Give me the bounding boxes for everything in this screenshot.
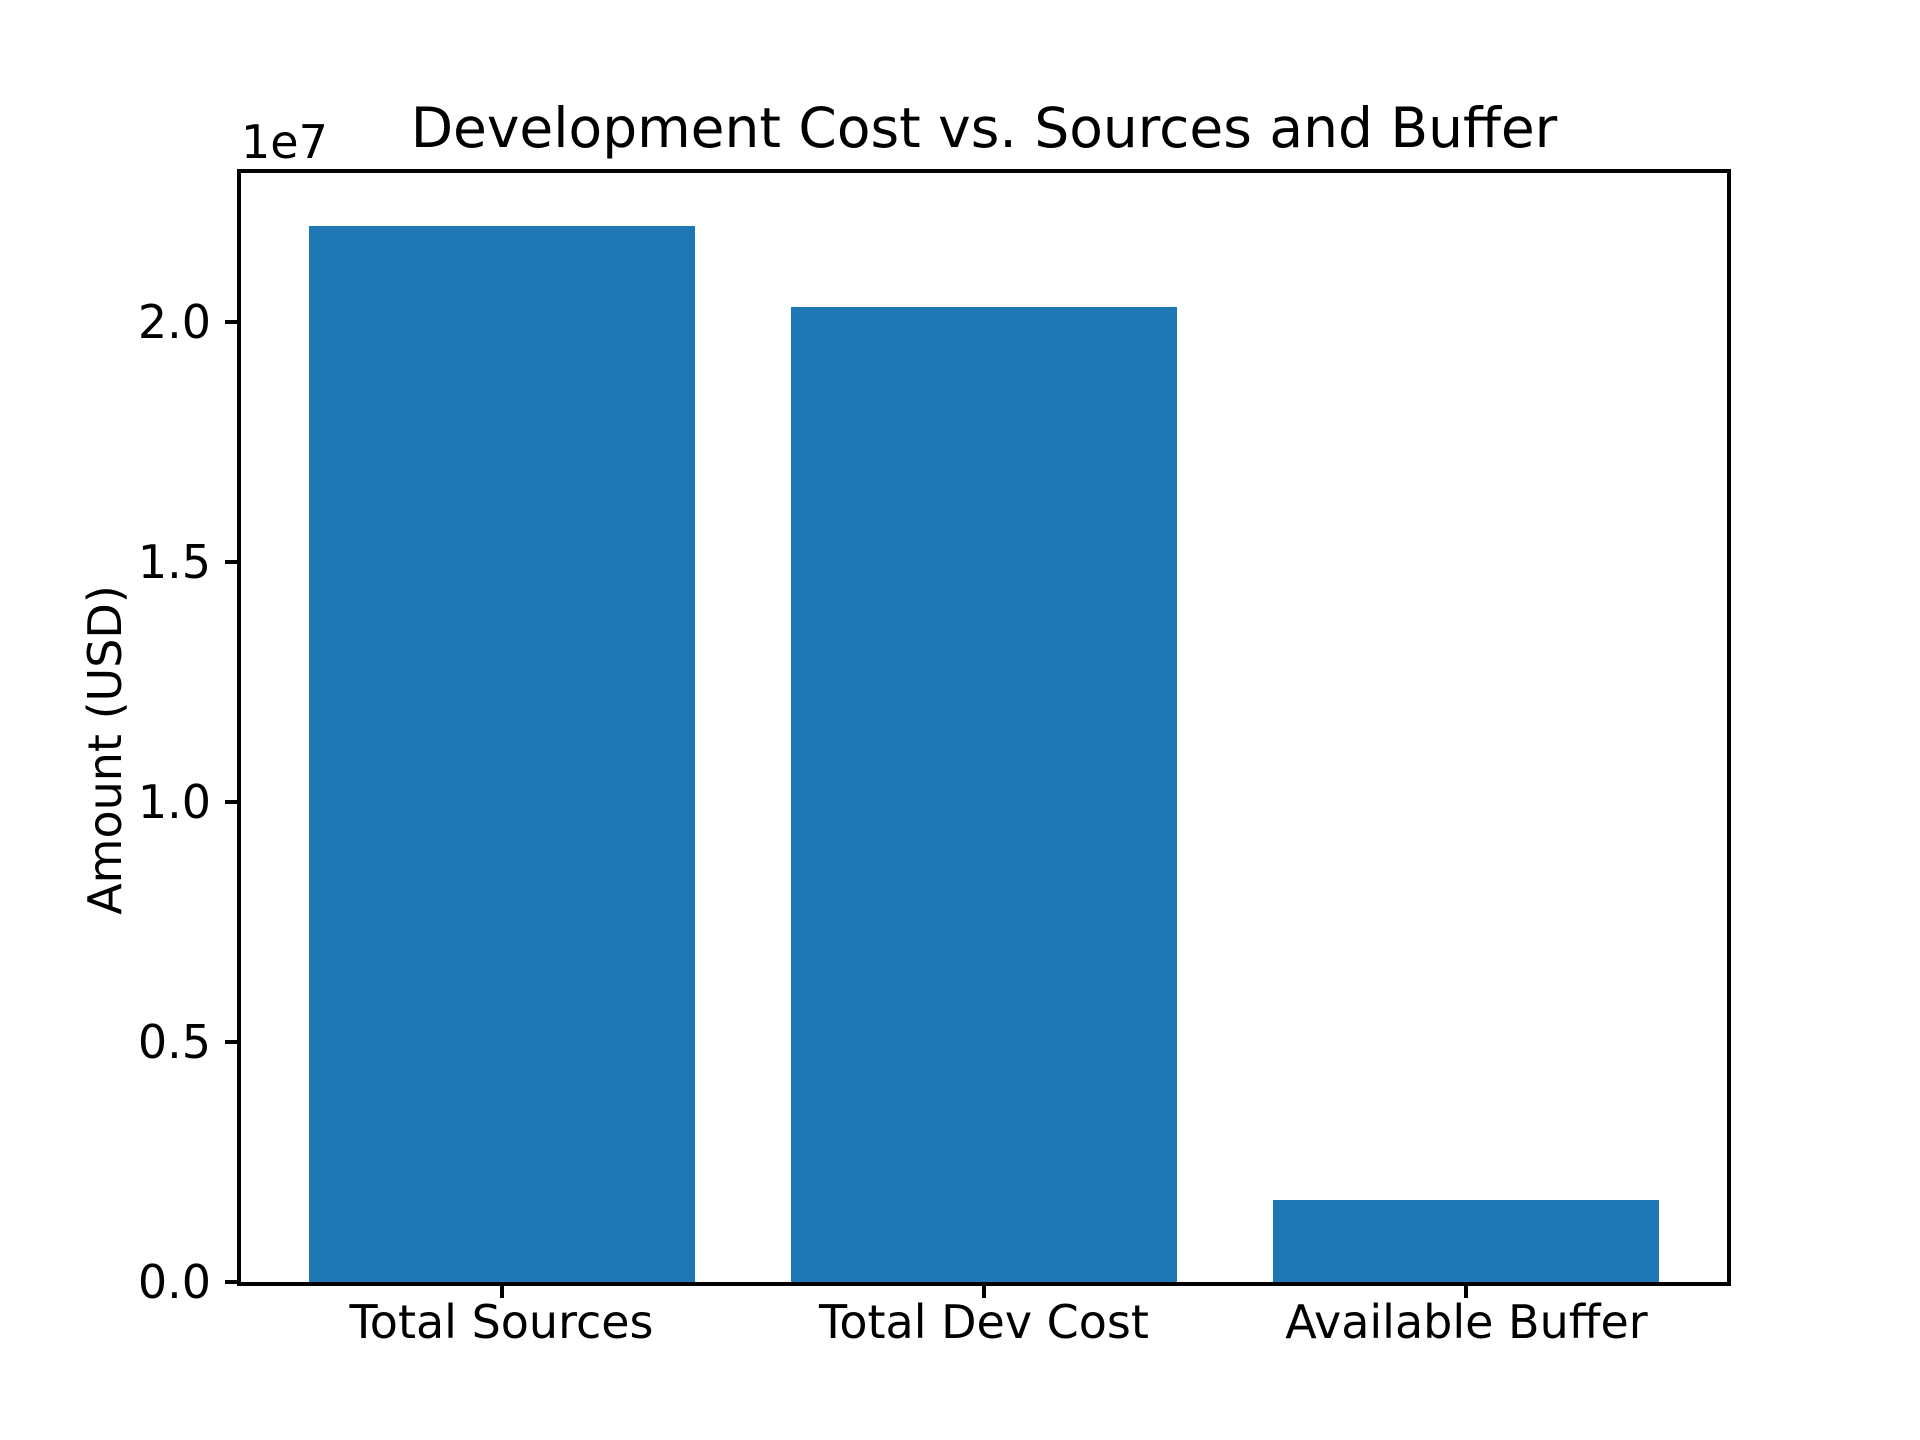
- y-tick-mark: [225, 1280, 241, 1284]
- bar-available-buffer: [1273, 1200, 1660, 1282]
- x-tick-mark: [1464, 1282, 1469, 1298]
- x-tick-label: Total Dev Cost: [819, 1295, 1149, 1349]
- y-tick-label: 0.5: [137, 1014, 211, 1069]
- x-tick-label: Available Buffer: [1285, 1295, 1648, 1349]
- x-tick-label: Total Sources: [349, 1295, 654, 1349]
- y-tick-mark: [225, 799, 241, 804]
- y-tick-label: 1.0: [137, 774, 211, 829]
- y-axis-offset-label: 1e7: [241, 115, 328, 169]
- y-tick-mark: [225, 1039, 241, 1044]
- chart-title: Development Cost vs. Sources and Buffer: [410, 96, 1558, 160]
- bar-total-sources: [308, 225, 695, 1282]
- y-tick-label: 1.5: [137, 534, 211, 589]
- plot-area: [237, 169, 1731, 1286]
- y-tick-mark: [225, 559, 241, 564]
- x-tick-mark: [982, 1282, 986, 1298]
- y-tick-mark: [225, 319, 241, 324]
- x-tick-mark: [499, 1282, 504, 1298]
- y-tick-label: 2.0: [137, 294, 211, 349]
- y-tick-label: 0.0: [137, 1255, 211, 1309]
- bar-total-dev-cost: [791, 307, 1177, 1282]
